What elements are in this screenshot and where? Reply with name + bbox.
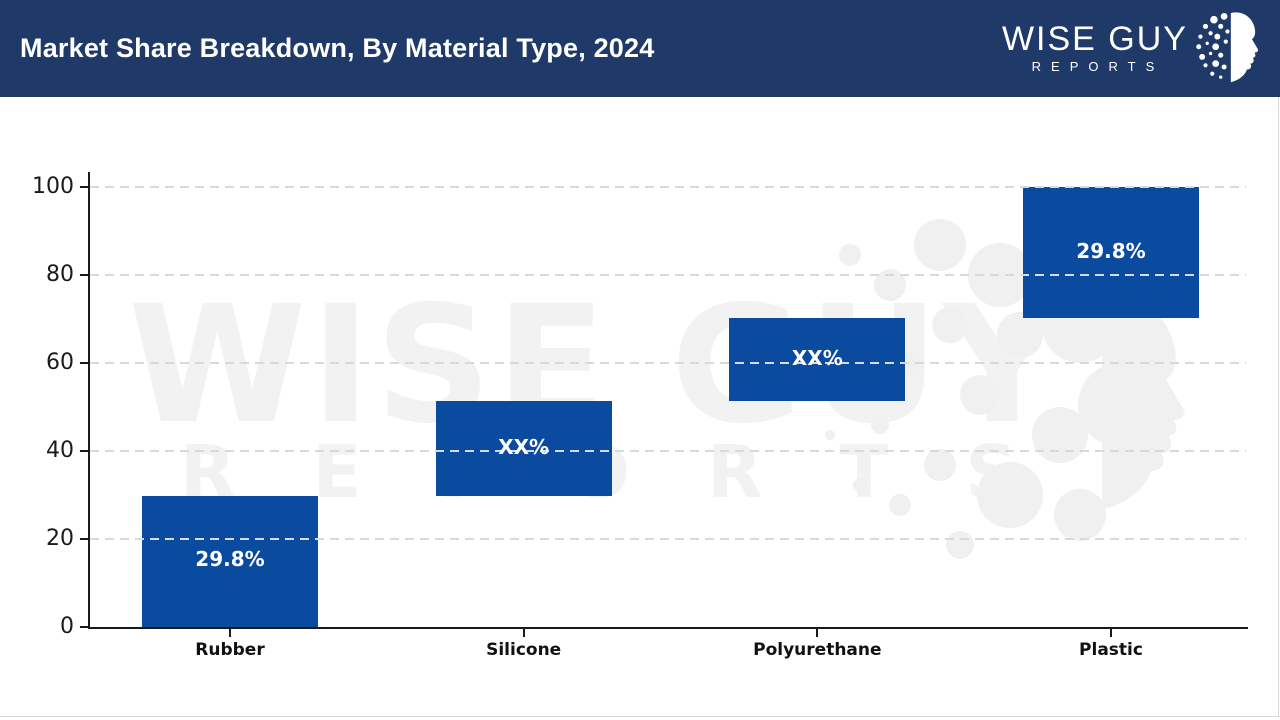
y-axis-line — [88, 172, 90, 629]
bar-plastic[interactable] — [1023, 187, 1199, 319]
logo-subtitle: REPORTS — [1031, 59, 1165, 75]
bar-value-label: 29.8% — [1076, 238, 1146, 263]
gridline-60 — [90, 362, 1246, 364]
y-tick-label: 20 — [46, 526, 74, 551]
page-right-border — [1278, 97, 1279, 717]
bar-value-label: 29.8% — [195, 547, 265, 572]
x-category-label-silicone: Silicone — [486, 640, 562, 660]
logo-head-icon — [1196, 12, 1259, 83]
bar-value-label: XX% — [498, 434, 550, 459]
y-tickmark — [80, 186, 88, 188]
gridline-40 — [90, 450, 1246, 452]
x-tickmark — [522, 629, 525, 637]
x-tickmark — [229, 629, 231, 637]
logo-text: WISE GUY REPORTS — [1001, 19, 1188, 75]
gridline-20 — [90, 538, 1246, 540]
x-axis-line — [88, 627, 1248, 629]
gridline-100 — [90, 186, 1246, 188]
y-tickmark — [80, 538, 88, 540]
page-bottom-border — [0, 716, 1280, 717]
header-bar: Market Share Breakdown, By Material Type… — [0, 0, 1280, 97]
x-tickmark — [816, 629, 819, 637]
y-tickmark — [80, 274, 88, 276]
x-category-label-rubber: Rubber — [195, 640, 265, 660]
y-tickmark — [80, 450, 88, 452]
y-tick-label: 100 — [32, 174, 74, 199]
bar-polyurethane[interactable] — [729, 318, 906, 402]
y-tick-label: 40 — [46, 438, 74, 463]
y-tick-label: 60 — [46, 350, 74, 375]
bar-silicone[interactable] — [435, 401, 612, 496]
bar-rubber[interactable] — [142, 495, 318, 627]
y-tickmark — [80, 362, 88, 364]
y-tick-label: 80 — [46, 262, 74, 287]
x-category-label-polyurethane: Polyurethane — [753, 640, 882, 660]
logo-wordmark: WISE GUY — [1001, 19, 1188, 58]
x-category-label-plastic: Plastic — [1079, 640, 1143, 660]
wise-guy-logo: WISE GUY REPORTS — [1002, 6, 1268, 90]
y-tick-label: 0 — [60, 614, 74, 639]
bar-value-label: XX% — [791, 345, 843, 370]
gridline-80 — [90, 274, 1246, 276]
y-tickmark — [80, 626, 88, 628]
chart-title: Market Share Breakdown, By Material Type… — [20, 33, 655, 63]
x-tickmark — [1110, 629, 1112, 637]
